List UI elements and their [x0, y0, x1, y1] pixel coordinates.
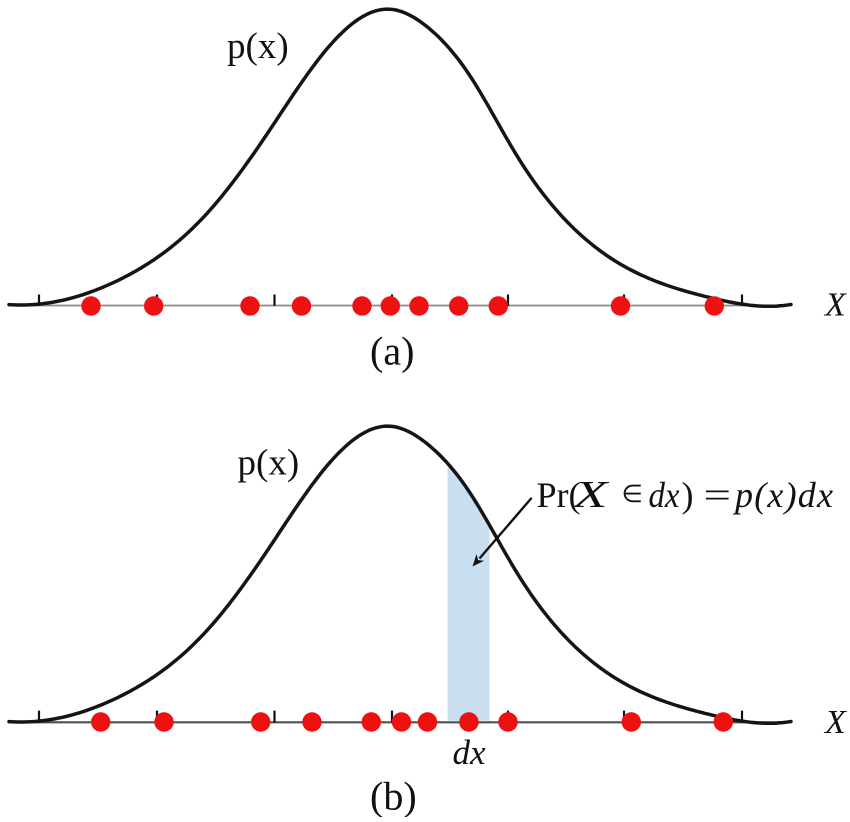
svg-text:Pr(X∈dx)=p(x)dx: Pr(X ∈ dx) = p(x)dx: [537, 474, 835, 516]
svg-text:(b): (b): [370, 774, 417, 818]
svg-text:X: X: [823, 287, 847, 324]
svg-text:X: X: [823, 704, 847, 741]
svg-text:p(x): p(x): [238, 443, 300, 484]
svg-text:(a): (a): [370, 329, 414, 374]
svg-text:dx: dx: [453, 733, 487, 772]
svg-text:p(x): p(x): [227, 26, 289, 67]
